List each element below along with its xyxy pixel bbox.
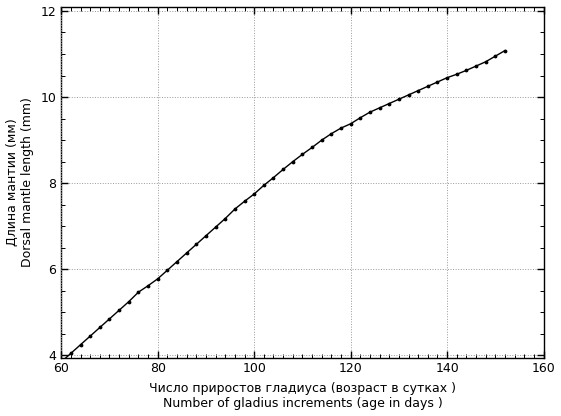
Point (404, 92, 413, 98)
Point (144, 282, 153, 289)
Point (173, 258, 182, 265)
Point (105, 316, 114, 322)
Point (279, 166, 288, 173)
Point (201, 233, 210, 239)
Point (365, 109, 374, 116)
Point (57, 359, 66, 365)
Point (66, 350, 75, 357)
Point (327, 130, 336, 137)
Point (153, 275, 162, 282)
Point (307, 144, 316, 151)
Point (114, 307, 123, 314)
Point (220, 215, 229, 222)
Point (481, 58, 490, 65)
Point (163, 267, 172, 274)
Point (231, 206, 240, 213)
Point (288, 158, 297, 165)
Point (413, 87, 422, 94)
Point (211, 224, 220, 230)
Point (250, 191, 259, 197)
Point (462, 67, 471, 74)
Point (182, 250, 191, 256)
Point (240, 198, 249, 205)
Point (433, 79, 442, 85)
Point (317, 137, 326, 144)
Point (424, 83, 433, 89)
Point (472, 63, 481, 69)
Point (125, 298, 134, 305)
Point (500, 47, 509, 54)
Point (346, 121, 355, 127)
Point (86, 333, 95, 339)
Point (259, 182, 268, 189)
Point (192, 241, 201, 248)
Point (76, 342, 85, 348)
Point (134, 289, 143, 295)
Point (269, 174, 278, 181)
Point (95, 324, 104, 331)
Point (298, 151, 307, 158)
Point (375, 104, 384, 111)
X-axis label: Число приростов гладиуса (возраст в сутках )
Number of gladius increments (age i: Число приростов гладиуса (возраст в сутк… (149, 382, 456, 411)
Point (385, 100, 394, 107)
Point (394, 96, 403, 103)
Y-axis label: Длина мантии (мм)
Dorsal mantle length (mm): Длина мантии (мм) Dorsal mantle length (… (6, 97, 34, 267)
Point (356, 114, 365, 121)
Point (337, 125, 346, 131)
Point (491, 53, 500, 59)
Point (443, 74, 452, 81)
Point (452, 71, 461, 77)
